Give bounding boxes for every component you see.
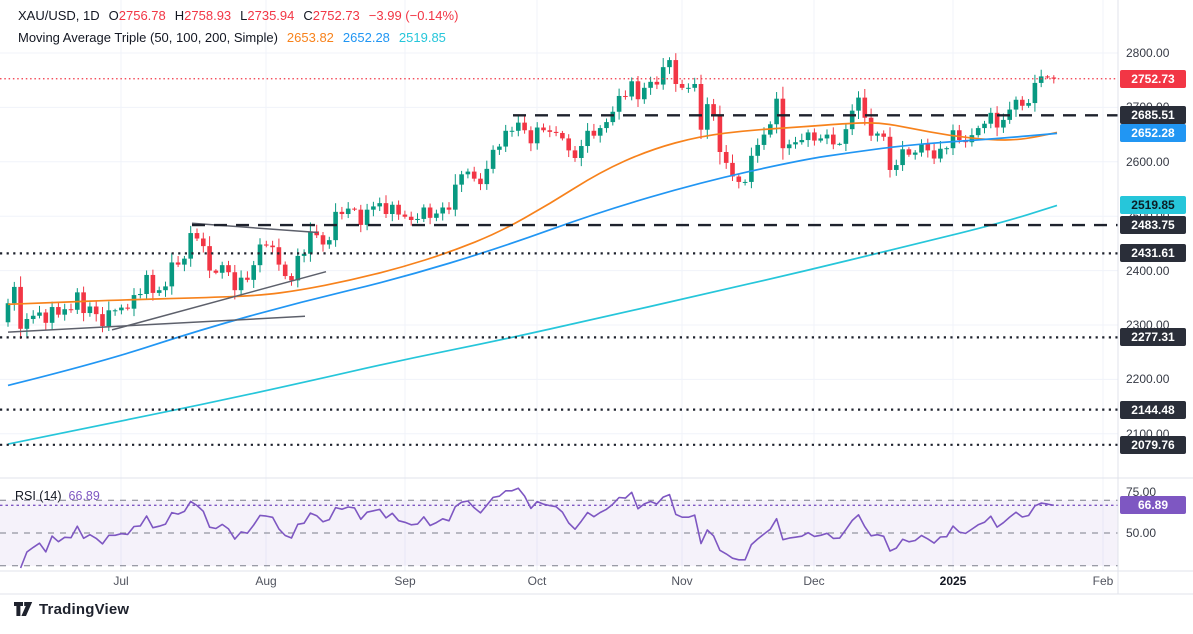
price-axis-badge: 2652.28 [1120,124,1186,143]
ma-value-50: 2653.82 [286,30,334,45]
trendline-3[interactable] [191,222,319,234]
time-axis-label-feb: Feb [1092,574,1114,588]
rsi-axis-badge: 66.89 [1120,496,1186,515]
time-axis-label-sep: Sep [394,574,416,588]
price-axis-tick: 75.00 [1126,485,1157,499]
ohlc-token: O2756.78 [108,8,166,23]
rsi-value: 66.89 [68,489,100,503]
price-axis-badge: 2079.76 [1120,435,1186,454]
price-axis-tick: 50.00 [1126,526,1157,540]
price-axis-badge: 2144.48 [1120,400,1186,419]
price-axis-badge: 2752.73 [1120,69,1186,88]
time-axis-label-2025: 2025 [939,574,967,588]
price-axis-badge: 2483.75 [1120,216,1186,235]
rsi-pane [0,487,1118,569]
price-axis-tick: 2600.00 [1126,154,1170,169]
rsi-line [19,487,1054,569]
tradingview-logo-text: TradingView [39,601,130,618]
price-axis-tick: 2800.00 [1126,46,1170,60]
ma-value-200: 2519.85 [398,30,446,45]
time-axis-label-nov: Nov [671,574,693,588]
time-axis-label-dec: Dec [803,574,825,588]
tradingview-logo[interactable]: TradingView [14,601,129,618]
rsi-indicator-legend[interactable]: RSI (14) 66.89 [15,489,100,503]
symbol-legend[interactable]: XAU/USD, 1D O2756.78 H2758.93 L2735.94 C2752… [18,8,467,23]
time-axis-label-oct: Oct [527,574,547,588]
candlestick-series [5,53,1057,339]
price-axis-tick: 2200.00 [1126,372,1170,387]
ma-indicator-legend[interactable]: Moving Average Triple (50, 100, 200, Sim… [18,30,455,45]
ohlc-token: H2758.93 [174,8,232,23]
time-axis-label-aug: Aug [255,574,277,588]
price-axis-badge: 2431.61 [1120,244,1186,263]
ma-indicator-title: Moving Average Triple (50, 100, 200, Sim… [18,30,278,45]
ohlc-token: C2752.73 [303,8,360,23]
price-axis-badge: 2685.51 [1120,106,1186,125]
trendline-2[interactable] [111,270,327,331]
ma-value-100: 2652.28 [342,30,390,45]
price-axis-tick: 2400.00 [1126,263,1170,278]
grid [0,0,1118,571]
price-change: −3.99 (−0.14%) [368,8,459,23]
price-axis-badge: 2277.31 [1120,328,1186,347]
ma200-line [7,204,1058,445]
price-axis-badge: 2519.85 [1120,196,1186,215]
rsi-indicator-title: RSI (14) [15,489,62,503]
ohlc-token: L2735.94 [240,8,295,23]
ma100-line [7,132,1058,387]
trendline-1[interactable] [7,315,306,333]
symbol-title: XAU/USD, 1D [18,8,100,23]
tradingview-logo-icon [14,602,33,616]
time-axis-label-jul: Jul [113,574,129,588]
ma50-line [7,122,1058,306]
